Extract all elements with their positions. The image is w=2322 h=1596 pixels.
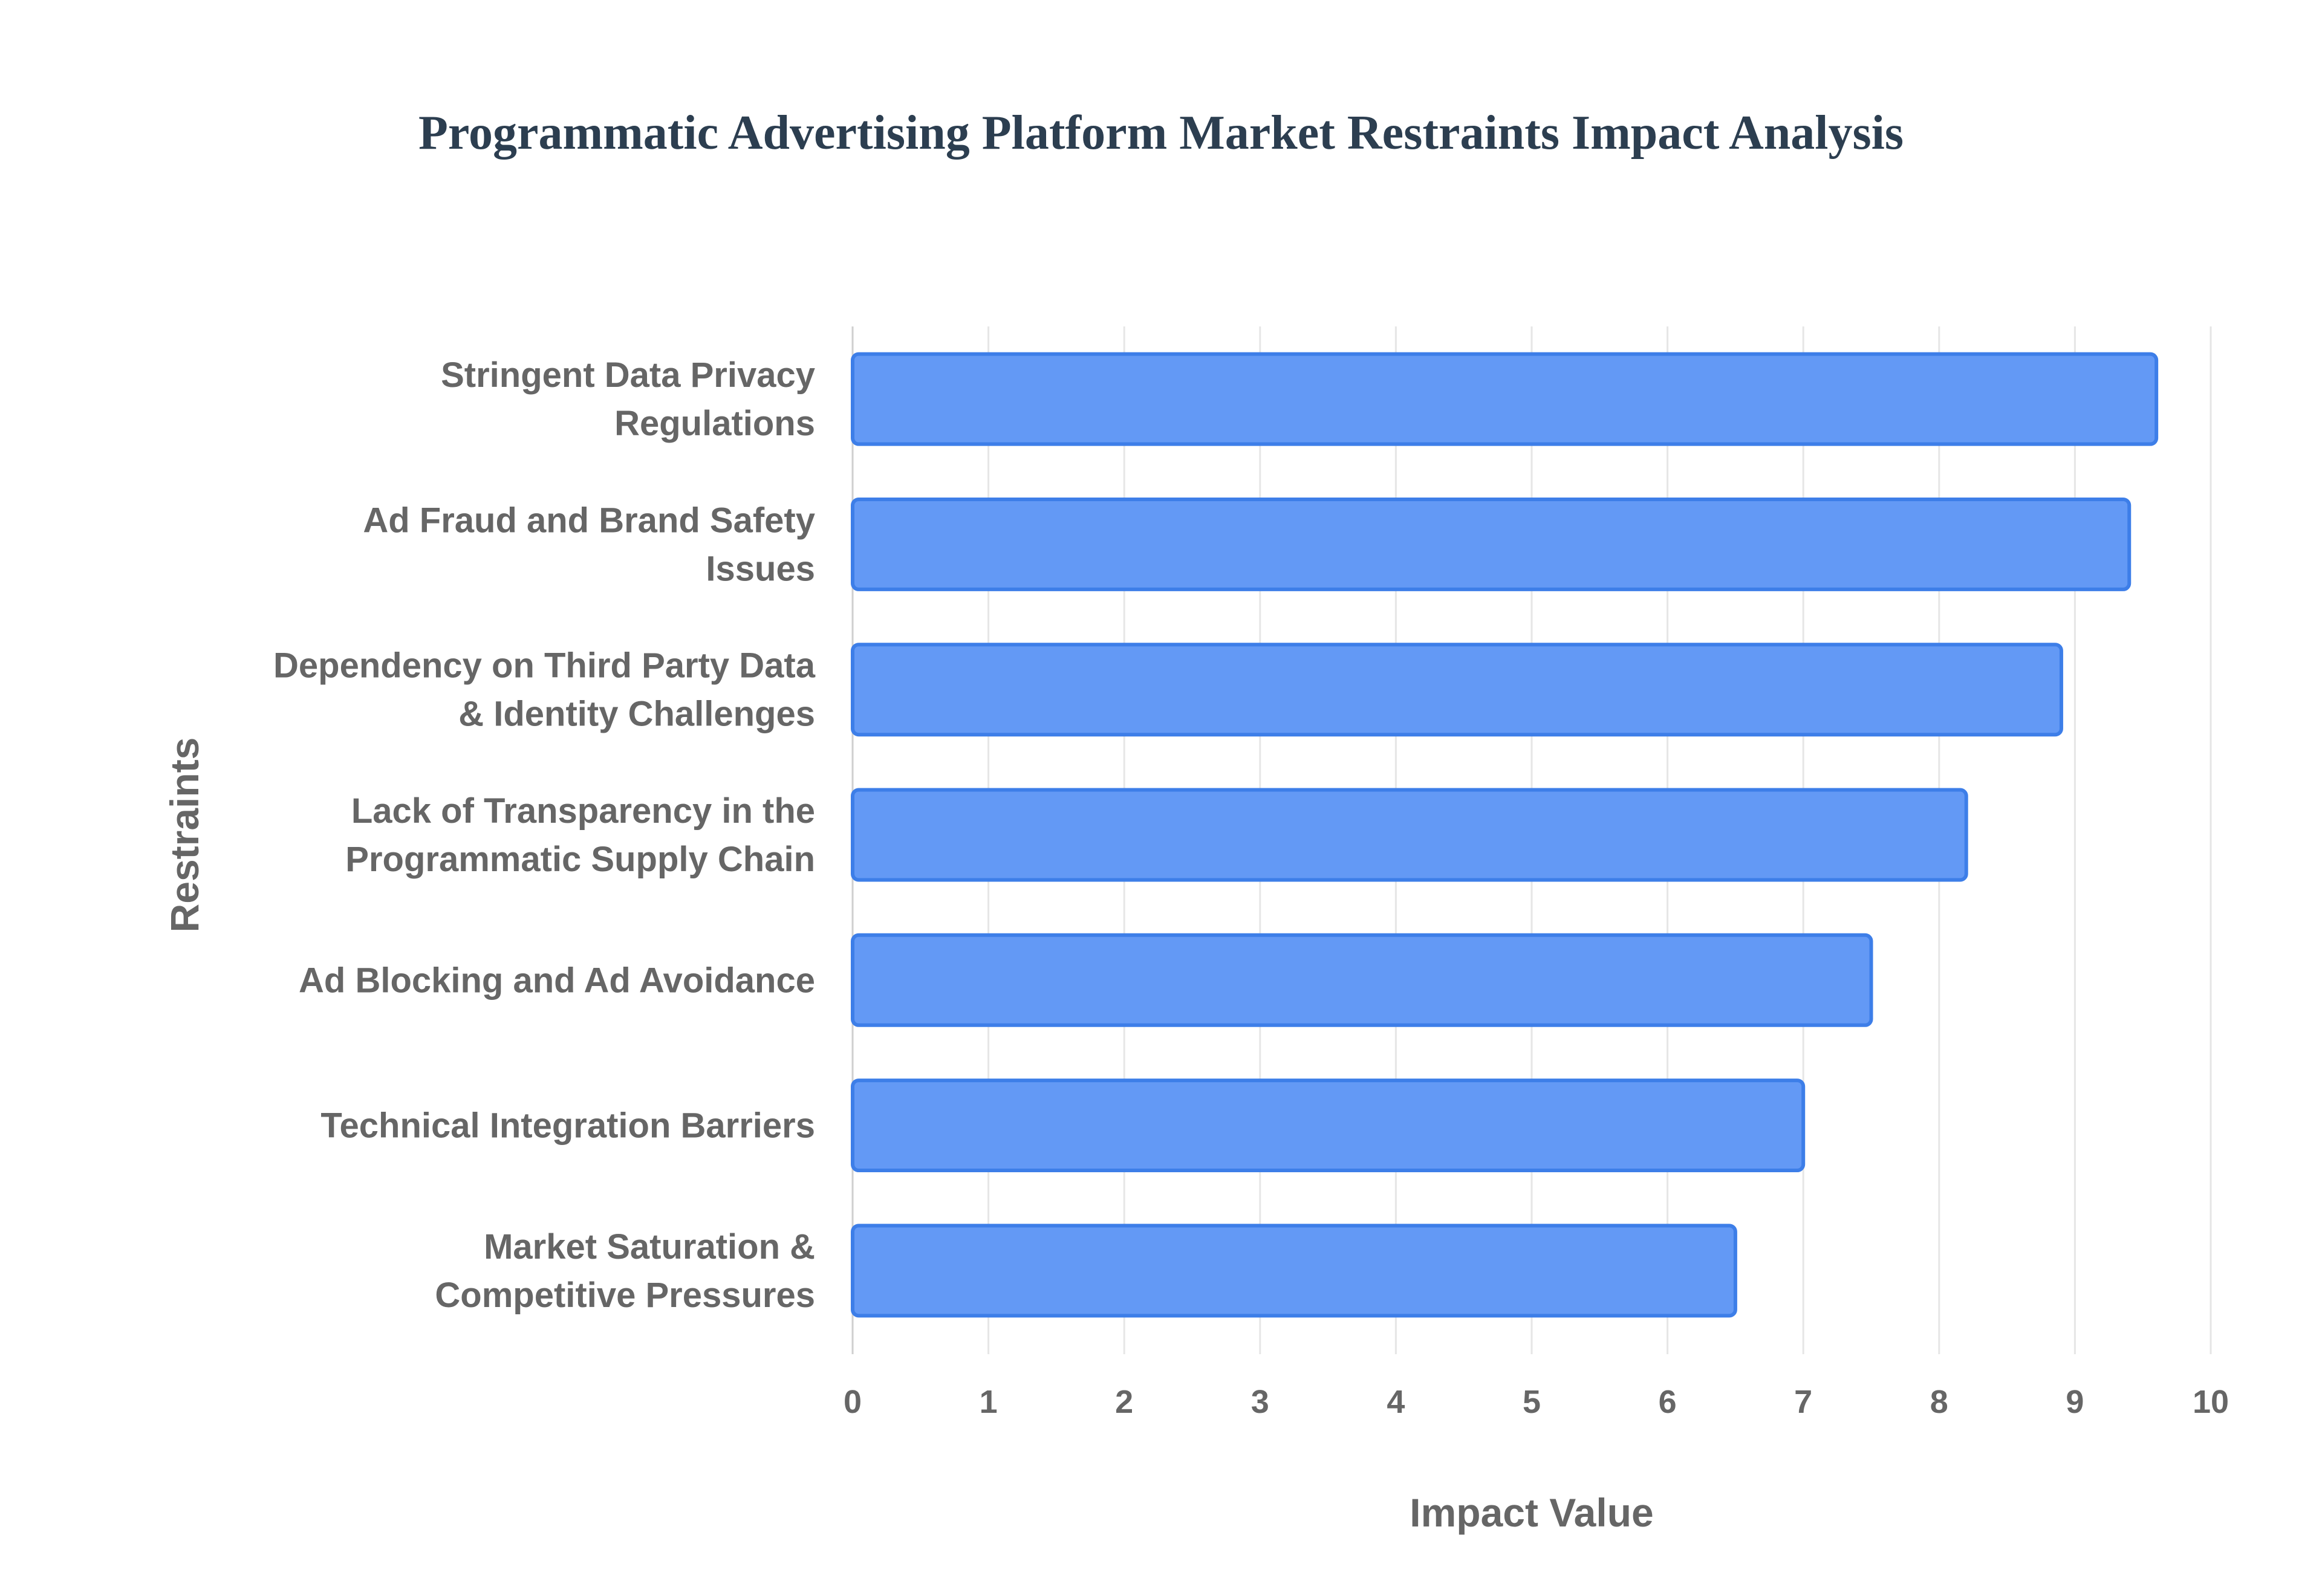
bar-0[interactable] xyxy=(851,352,2159,446)
x-tick-label-8: 8 xyxy=(1930,1384,1948,1420)
category-label-1: Ad Fraud and Brand Safety Issues xyxy=(363,501,815,588)
x-axis-title: Impact Value xyxy=(1410,1490,1654,1535)
y-axis-title: Restraints xyxy=(162,738,207,933)
bar-4[interactable] xyxy=(851,933,1873,1027)
x-tick-label-5: 5 xyxy=(1523,1384,1541,1420)
x-tick-label-2: 2 xyxy=(1115,1384,1133,1420)
bar-6[interactable] xyxy=(851,1224,1737,1318)
y-axis-categories: Stringent Data Privacy Regulations Ad Frau… xyxy=(273,355,816,1315)
x-tick-label-9: 9 xyxy=(2066,1384,2084,1420)
chart-title: Programmatic Advertising Platform Market… xyxy=(418,106,1904,160)
category-label-0: Stringent Data Privacy Regulations xyxy=(441,355,815,443)
bar-3[interactable] xyxy=(851,788,1968,882)
x-tick-label-0: 0 xyxy=(844,1384,862,1420)
bar-2[interactable] xyxy=(851,643,2063,737)
x-tick-label-6: 6 xyxy=(1659,1384,1677,1420)
category-label-6: Market Saturation & Competitive Pressures xyxy=(435,1227,815,1315)
bars xyxy=(851,352,2159,1318)
category-label-2: Dependency on Third Party Data & Identity… xyxy=(273,646,816,734)
x-tick-label-1: 1 xyxy=(980,1384,998,1420)
x-tick-label-3: 3 xyxy=(1251,1384,1269,1420)
category-label-5: Technical Integration Barriers xyxy=(320,1106,815,1146)
bar-1[interactable] xyxy=(851,497,2132,591)
x-tick-label-4: 4 xyxy=(1387,1384,1405,1420)
category-label-3: Lack of Transparency in the Programmatic … xyxy=(345,791,815,879)
x-tick-label-10: 10 xyxy=(2193,1384,2229,1420)
x-tick-label-7: 7 xyxy=(1794,1384,1812,1420)
x-axis-ticks: 0 1 2 3 4 5 6 7 8 9 10 xyxy=(844,1384,2229,1420)
category-label-4: Ad Blocking and Ad Avoidance xyxy=(299,961,815,1000)
bar-5[interactable] xyxy=(851,1079,1806,1173)
